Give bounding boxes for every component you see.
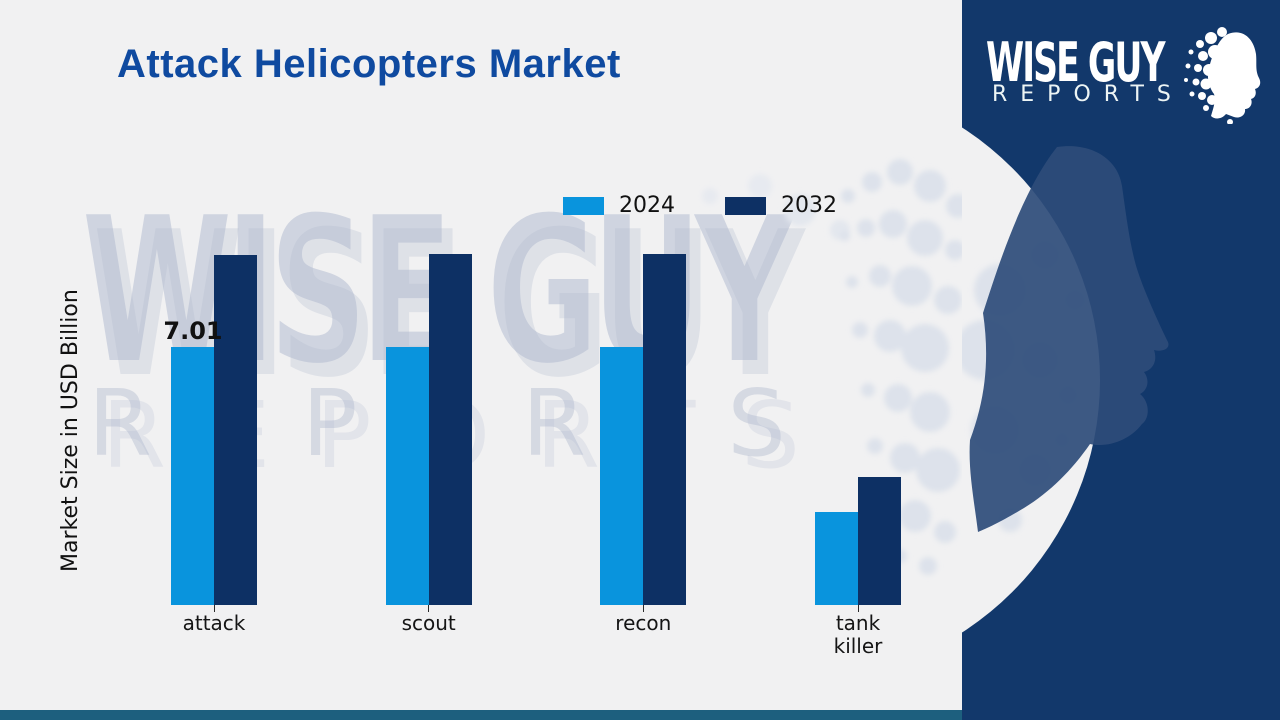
x-tick-attack bbox=[213, 605, 215, 612]
x-tick-tank-killer bbox=[857, 605, 859, 612]
bar-2032-scout bbox=[428, 253, 472, 605]
logo-face-icon bbox=[1184, 27, 1261, 124]
bar-2032-recon bbox=[643, 253, 687, 605]
bar-2024-attack bbox=[171, 347, 214, 605]
x-tick-label-scout: scout bbox=[401, 611, 456, 635]
legend-swatch-2032 bbox=[725, 196, 766, 215]
x-tick-label-tank-killer: tank killer bbox=[833, 611, 883, 658]
bar-2024-scout bbox=[385, 347, 429, 605]
bar-2032-tank-killer bbox=[858, 476, 901, 605]
bar-2024-tank-killer bbox=[815, 511, 858, 605]
x-tick-label-recon: recon bbox=[615, 611, 672, 635]
page-title: Attack Helicopters Market bbox=[117, 42, 621, 86]
bottom-accent-bar bbox=[0, 710, 1280, 720]
logo-reports-text: REPORTS bbox=[992, 82, 1184, 107]
bar-2032-attack bbox=[214, 255, 257, 605]
x-tick-recon bbox=[642, 605, 644, 612]
legend-item-2032: 2032 bbox=[725, 193, 837, 218]
legend-label-2024: 2024 bbox=[619, 193, 675, 218]
bar-value-label-attack: 7.01 bbox=[163, 317, 223, 346]
legend-item-2024: 2024 bbox=[563, 193, 675, 218]
chart-legend: 2024 2032 bbox=[563, 193, 837, 218]
logo-wiseguy-text: WISE GUY bbox=[986, 31, 1166, 94]
legend-swatch-2024 bbox=[563, 196, 604, 215]
legend-label-2032: 2032 bbox=[781, 193, 837, 218]
face-profile-silhouette bbox=[969, 146, 1169, 532]
x-tick-scout bbox=[428, 605, 430, 612]
x-tick-label-attack: attack bbox=[182, 611, 246, 635]
bar-2024-recon bbox=[600, 347, 644, 605]
